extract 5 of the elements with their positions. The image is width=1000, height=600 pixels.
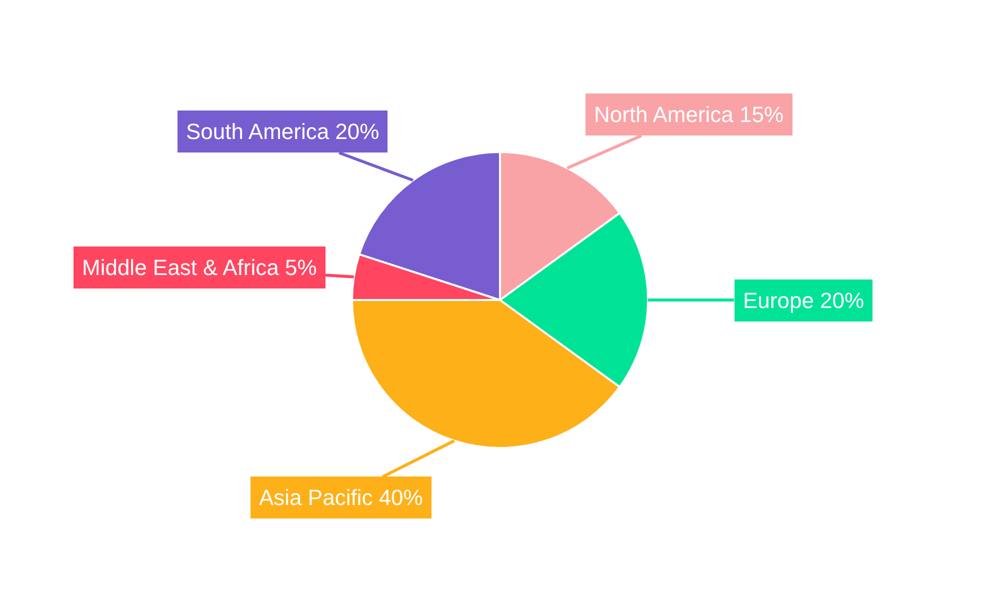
slice-label: Asia Pacific 40% <box>259 485 423 510</box>
slice-label: Europe 20% <box>743 288 864 313</box>
slice-label: South America 20% <box>186 119 380 144</box>
slice-label: Middle East & Africa 5% <box>82 255 317 280</box>
slice-label: North America 15% <box>594 102 784 127</box>
